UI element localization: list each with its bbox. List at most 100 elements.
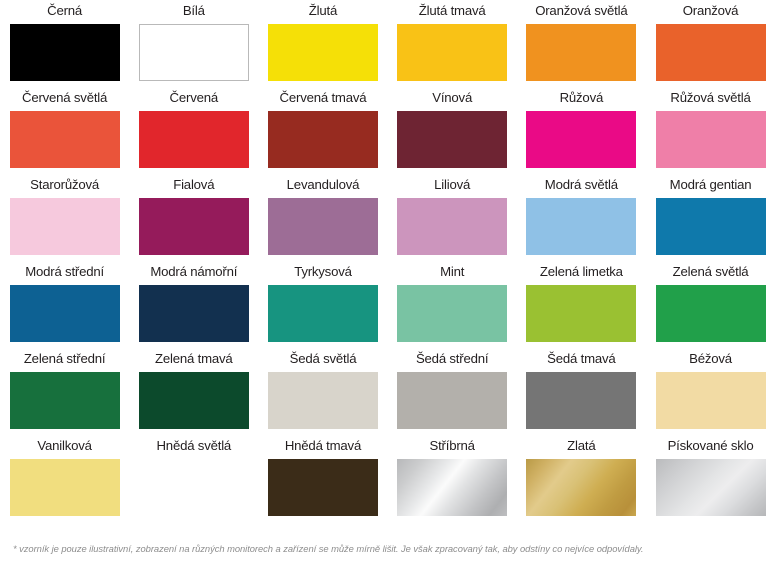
swatch-color-chip[interactable] [267,372,378,429]
swatch-cell[interactable]: Modrá střední [0,261,129,348]
swatch-label: Levandulová [286,177,360,192]
swatch-cell[interactable]: Bílá [129,0,258,87]
swatch-label: Vanilková [37,438,92,453]
swatch-cell[interactable]: Modrá světlá [517,174,646,261]
swatch-label: Liliová [434,177,471,192]
swatch-label: Modrá světlá [544,177,618,192]
footer-disclaimer: * vzorník je pouze ilustrativní, zobraze… [13,543,644,554]
swatch-label: Růžová světlá [670,90,751,105]
swatch-color-chip[interactable] [655,198,766,255]
swatch-color-chip[interactable] [526,111,637,168]
swatch-cell[interactable]: Vínová [388,87,517,174]
swatch-color-chip[interactable] [397,24,508,81]
swatch-cell[interactable]: Zelená tmavá [129,348,258,435]
swatch-cell[interactable]: Stříbrná [388,435,517,522]
swatch-cell[interactable]: Béžová [646,348,775,435]
swatch-color-chip[interactable] [9,459,120,516]
swatch-cell[interactable]: Oranžová [646,0,775,87]
swatch-color-chip[interactable] [655,111,766,168]
swatch-cell[interactable]: Oranžová světlá [517,0,646,87]
swatch-color-chip[interactable] [138,285,249,342]
swatch-color-chip[interactable] [267,24,378,81]
swatch-cell[interactable]: Šedá světlá [258,348,387,435]
swatch-cell[interactable]: Černá [0,0,129,87]
swatch-cell[interactable]: Modrá námořní [129,261,258,348]
swatch-color-chip[interactable] [397,285,508,342]
swatch-cell[interactable]: Zlatá [517,435,646,522]
swatch-label: Červená [169,90,219,105]
swatch-label: Vínová [432,90,473,105]
swatch-cell[interactable]: Pískované sklo [646,435,775,522]
swatch-color-chip[interactable] [397,111,508,168]
swatch-label: Žlutá [308,3,338,18]
swatch-cell[interactable]: Červená světlá [0,87,129,174]
swatch-color-chip[interactable] [9,198,120,255]
swatch-cell[interactable]: Červená tmavá [258,87,387,174]
swatch-cell[interactable]: Hnědá světlá [129,435,258,522]
swatch-label: Modrá námořní [150,264,238,279]
swatch-cell[interactable]: Růžová [517,87,646,174]
swatch-label: Oranžová [682,3,739,18]
swatch-label: Béžová [689,351,732,366]
swatch-cell[interactable]: Modrá gentian [646,174,775,261]
swatch-color-chip[interactable] [138,24,249,81]
swatch-label: Šedá tmavá [547,351,616,366]
swatch-cell[interactable]: Šedá střední [388,348,517,435]
swatch-cell[interactable]: Starorůžová [0,174,129,261]
swatch-label: Zelená světlá [672,264,749,279]
swatch-color-chip[interactable] [526,198,637,255]
swatch-cell[interactable]: Růžová světlá [646,87,775,174]
swatch-label: Bílá [182,3,205,18]
swatch-color-chip[interactable] [655,24,766,81]
swatch-cell[interactable]: Žlutá [258,0,387,87]
swatch-label: Mint [440,264,465,279]
swatch-color-chip[interactable] [526,372,637,429]
swatch-color-chip[interactable] [526,24,637,81]
swatch-label: Hnědá světlá [156,438,232,453]
swatch-cell[interactable]: Zelená střední [0,348,129,435]
swatch-label: Modrá gentian [669,177,752,192]
swatch-cell[interactable]: Levandulová [258,174,387,261]
swatch-grid: Černá Bílá Žlutá Žlutá tmavá Oranžová světlá… [0,0,775,522]
swatch-color-chip[interactable] [267,285,378,342]
swatch-label: Zelená tmavá [155,351,233,366]
swatch-color-chip[interactable] [655,459,766,516]
swatch-cell[interactable]: Červená [129,87,258,174]
swatch-color-chip[interactable] [9,285,120,342]
swatch-cell[interactable]: Liliová [388,174,517,261]
swatch-color-chip[interactable] [267,198,378,255]
swatch-label: Zlatá [567,438,596,453]
swatch-label: Červená světlá [22,90,108,105]
swatch-cell[interactable]: Fialová [129,174,258,261]
swatch-color-chip[interactable] [9,372,120,429]
swatch-cell[interactable]: Hnědá tmavá [258,435,387,522]
swatch-label: Žlutá tmavá [418,3,486,18]
swatch-color-chip[interactable] [138,198,249,255]
swatch-cell[interactable]: Zelená limetka [517,261,646,348]
swatch-label: Černá [47,3,83,18]
swatch-color-chip[interactable] [9,24,120,81]
swatch-cell[interactable]: Žlutá tmavá [388,0,517,87]
swatch-cell[interactable]: Tyrkysová [258,261,387,348]
swatch-color-chip[interactable] [267,459,378,516]
swatch-cell[interactable]: Šedá tmavá [517,348,646,435]
swatch-color-chip[interactable] [397,372,508,429]
swatch-color-chip[interactable] [267,111,378,168]
swatch-color-chip[interactable] [139,459,249,516]
swatch-color-chip[interactable] [138,372,249,429]
swatch-cell[interactable]: Vanilková [0,435,129,522]
swatch-color-chip[interactable] [655,285,766,342]
swatch-cell[interactable]: Zelená světlá [646,261,775,348]
swatch-color-chip[interactable] [526,285,637,342]
swatch-color-chip[interactable] [138,111,249,168]
swatch-cell[interactable]: Mint [388,261,517,348]
swatch-color-chip[interactable] [397,198,508,255]
swatch-color-chip[interactable] [9,111,120,168]
swatch-label: Červená tmavá [279,90,367,105]
swatch-color-chip[interactable] [655,372,766,429]
swatch-color-chip[interactable] [397,459,508,516]
swatch-color-chip[interactable] [526,459,637,516]
swatch-label: Pískované sklo [667,438,754,453]
swatch-label: Zelená střední [23,351,106,366]
